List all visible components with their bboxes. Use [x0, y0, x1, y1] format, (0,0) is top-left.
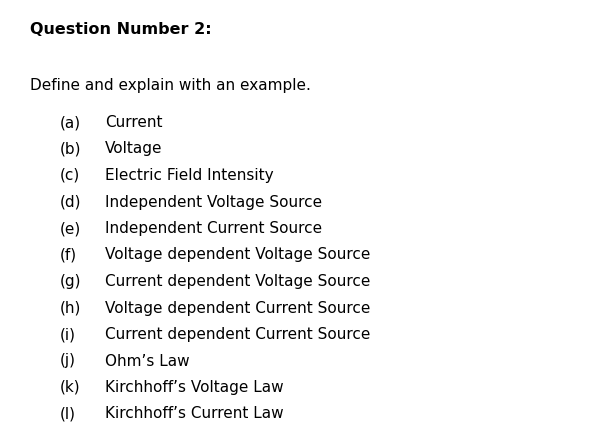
- Text: Voltage: Voltage: [105, 142, 163, 156]
- Text: (j): (j): [60, 353, 76, 368]
- Text: Question Number 2:: Question Number 2:: [30, 22, 212, 37]
- Text: Kirchhoff’s Current Law: Kirchhoff’s Current Law: [105, 407, 284, 422]
- Text: Define and explain with an example.: Define and explain with an example.: [30, 78, 311, 93]
- Text: (l): (l): [60, 407, 76, 422]
- Text: Electric Field Intensity: Electric Field Intensity: [105, 168, 274, 183]
- Text: Independent Voltage Source: Independent Voltage Source: [105, 194, 322, 210]
- Text: (e): (e): [60, 221, 81, 236]
- Text: (f): (f): [60, 248, 77, 263]
- Text: (c): (c): [60, 168, 80, 183]
- Text: (a): (a): [60, 115, 81, 130]
- Text: Voltage dependent Voltage Source: Voltage dependent Voltage Source: [105, 248, 370, 263]
- Text: (g): (g): [60, 274, 82, 289]
- Text: Kirchhoff’s Voltage Law: Kirchhoff’s Voltage Law: [105, 380, 284, 395]
- Text: Current dependent Current Source: Current dependent Current Source: [105, 327, 370, 342]
- Text: Current dependent Voltage Source: Current dependent Voltage Source: [105, 274, 370, 289]
- Text: Voltage dependent Current Source: Voltage dependent Current Source: [105, 301, 370, 315]
- Text: Ohm’s Law: Ohm’s Law: [105, 353, 190, 368]
- Text: (k): (k): [60, 380, 80, 395]
- Text: (h): (h): [60, 301, 82, 315]
- Text: (b): (b): [60, 142, 82, 156]
- Text: Independent Current Source: Independent Current Source: [105, 221, 322, 236]
- Text: Current: Current: [105, 115, 163, 130]
- Text: (i): (i): [60, 327, 76, 342]
- Text: (d): (d): [60, 194, 82, 210]
